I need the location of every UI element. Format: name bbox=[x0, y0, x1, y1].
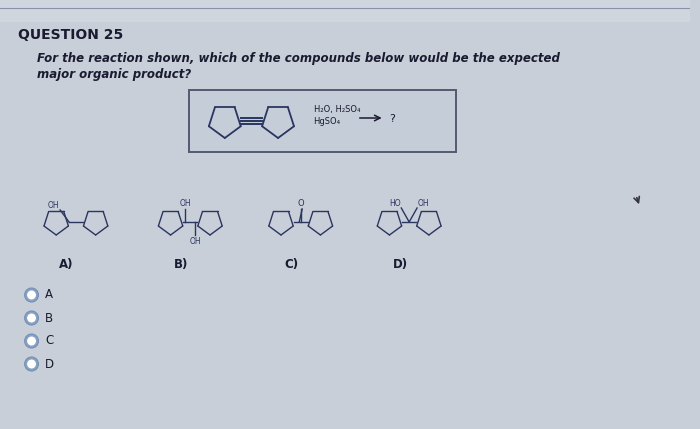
Circle shape bbox=[27, 290, 36, 299]
Text: D: D bbox=[46, 357, 55, 371]
Text: OH: OH bbox=[417, 199, 429, 208]
Circle shape bbox=[27, 336, 36, 345]
Text: A: A bbox=[46, 288, 53, 302]
Circle shape bbox=[25, 334, 38, 348]
Text: HO: HO bbox=[390, 199, 401, 208]
Bar bbox=[0, 0, 690, 22]
Text: ?: ? bbox=[389, 114, 396, 124]
Circle shape bbox=[25, 288, 38, 302]
Text: H₂O, H₂SO₄: H₂O, H₂SO₄ bbox=[314, 105, 360, 114]
Text: B: B bbox=[46, 311, 53, 324]
Text: B): B) bbox=[174, 258, 188, 271]
Bar bbox=[189, 90, 456, 152]
Text: C): C) bbox=[284, 258, 298, 271]
Text: D): D) bbox=[393, 258, 407, 271]
Circle shape bbox=[27, 314, 36, 323]
Text: O: O bbox=[298, 199, 304, 208]
Text: OH: OH bbox=[48, 202, 59, 211]
Text: C: C bbox=[46, 335, 54, 347]
Circle shape bbox=[27, 360, 36, 369]
Text: For the reaction shown, which of the compounds below would be the expected: For the reaction shown, which of the com… bbox=[38, 52, 560, 65]
Text: major organic product?: major organic product? bbox=[38, 68, 192, 81]
Text: HgSO₄: HgSO₄ bbox=[314, 117, 341, 126]
Text: A): A) bbox=[60, 258, 74, 271]
Circle shape bbox=[25, 357, 38, 371]
Text: QUESTION 25: QUESTION 25 bbox=[18, 28, 123, 42]
Text: OH: OH bbox=[190, 236, 201, 245]
Text: OH: OH bbox=[179, 199, 191, 208]
Circle shape bbox=[25, 311, 38, 325]
